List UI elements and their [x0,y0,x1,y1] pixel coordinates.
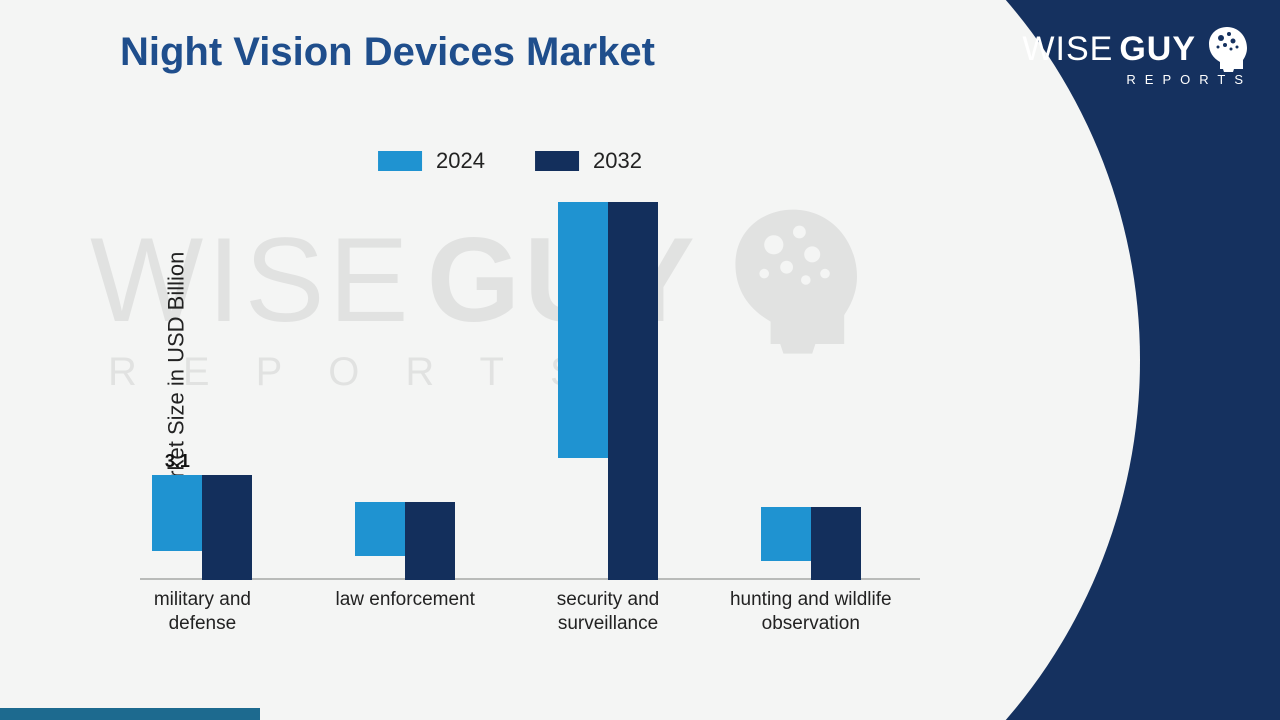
bar-group: hunting and wildlife observation [741,507,881,580]
brand-head-icon [1202,24,1252,74]
brand-text-1: WISE [1022,30,1113,69]
legend: 2024 2032 [378,148,642,174]
chart-area: Market Size in USD Billion 2024 2032 3.1… [100,160,920,600]
bar [202,475,252,580]
bar [405,502,455,580]
legend-swatch-2024 [378,151,422,171]
bar-group: security and surveillance [538,202,678,580]
legend-label-2024: 2024 [436,148,485,174]
plot-area: 3.1military and defenselaw enforcementse… [140,190,920,580]
category-label: hunting and wildlife observation [726,580,896,636]
bar [811,507,861,580]
chart-title: Night Vision Devices Market [120,30,655,75]
category-label: military and defense [117,580,287,636]
bar [761,507,811,561]
legend-label-2032: 2032 [593,148,642,174]
brand-logo: WISE GUY REPORTS [1022,24,1252,87]
legend-swatch-2032 [535,151,579,171]
bar-group: law enforcement [335,502,475,580]
bar-value-label: 3.1 [165,451,190,472]
brand-text-2: GUY [1119,30,1196,69]
bar [558,202,608,458]
bar [608,202,658,580]
bar: 3.1 [152,475,202,551]
category-label: security and surveillance [523,580,693,636]
bar [355,502,405,556]
legend-item-2032: 2032 [535,148,642,174]
bar-group: 3.1military and defense [132,475,272,580]
brand-subline: REPORTS [1022,72,1252,87]
legend-item-2024: 2024 [378,148,485,174]
category-label: law enforcement [320,580,490,612]
footer-accent-bar [0,708,260,720]
